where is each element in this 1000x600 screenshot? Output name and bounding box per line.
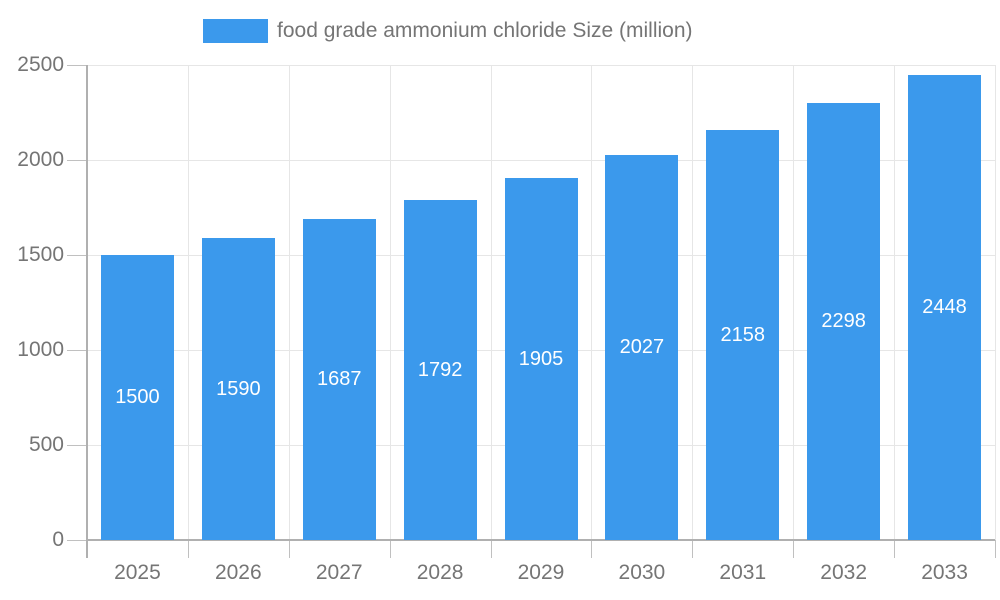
y-tick-label: 1500 [17, 243, 64, 266]
vertical-gridline [894, 65, 896, 540]
x-tick-label-2028: 2028 [416, 561, 464, 584]
y-axis-tick [67, 65, 87, 66]
legend-label: food grade ammonium chloride Size (milli… [277, 19, 693, 42]
vertical-gridline [288, 65, 290, 540]
bar-value-label: 1792 [417, 358, 463, 381]
x-tick-label-2032: 2032 [820, 561, 868, 584]
bar-2025: 1500 [100, 255, 174, 540]
bar-value-label: 2448 [922, 296, 967, 318]
x-axis-tick [894, 540, 896, 558]
vertical-gridline [591, 65, 593, 540]
x-axis-tick [187, 540, 189, 558]
y-tick-label: 0 [52, 528, 64, 551]
x-tick-label-2025: 2025 [114, 561, 161, 584]
y-tick-label: 500 [28, 433, 64, 456]
x-axis-tick [389, 540, 391, 558]
x-tick-label-2026: 2026 [214, 561, 262, 584]
bar-value-label: 1500 [115, 386, 160, 408]
vertical-gridline [995, 65, 996, 540]
bar-value-label: 1590 [216, 377, 261, 400]
x-tick-label-2031: 2031 [719, 561, 767, 584]
bar-2031: 2158 [706, 130, 780, 540]
bar-2033: 2448 [908, 75, 982, 540]
x-tick-label-2027: 2027 [315, 561, 363, 584]
x-axis-tick [288, 540, 290, 558]
bar-value-label: 1905 [518, 347, 564, 370]
legend-swatch [203, 19, 268, 43]
y-tick-label: 1000 [17, 338, 64, 361]
x-axis-tick [692, 540, 694, 558]
vertical-gridline [692, 65, 694, 540]
y-axis-tick [67, 540, 87, 541]
x-tick-label-2033: 2033 [921, 561, 968, 584]
bar-value-label: 2027 [619, 336, 665, 358]
y-axis-tick [67, 445, 87, 446]
x-axis-tick [793, 540, 795, 558]
bar-2026: 1590 [201, 238, 275, 540]
x-tick-label-2029: 2029 [517, 561, 565, 584]
y-axis-tick [67, 255, 87, 256]
bar-value-label: 2158 [720, 323, 766, 346]
bar-2029: 1905 [504, 178, 578, 540]
vertical-gridline [490, 65, 492, 540]
x-axis-tick [490, 540, 492, 558]
bar-2027: 1687 [302, 219, 376, 540]
y-axis-tick [67, 160, 87, 161]
x-axis-tick [995, 540, 996, 558]
bar-2030: 2027 [605, 155, 679, 540]
y-tick-label: 2000 [17, 148, 64, 171]
y-axis-tick [67, 350, 87, 351]
horizontal-gridline [87, 160, 995, 161]
x-tick-label-2030: 2030 [618, 561, 666, 584]
x-axis-line [87, 539, 995, 541]
bar-value-label: 2298 [821, 310, 866, 332]
bar-2032: 2298 [807, 103, 881, 540]
bar-value-label: 1687 [316, 368, 362, 390]
vertical-gridline [793, 65, 795, 540]
vertical-gridline [389, 65, 391, 540]
horizontal-gridline [87, 65, 995, 66]
vertical-gridline [187, 65, 189, 540]
x-axis-tick [591, 540, 593, 558]
bar-2028: 1792 [403, 200, 477, 540]
y-tick-label: 2500 [17, 53, 64, 76]
legend: food grade ammonium chloride Size (milli… [203, 19, 693, 43]
y-axis-line [86, 65, 88, 558]
